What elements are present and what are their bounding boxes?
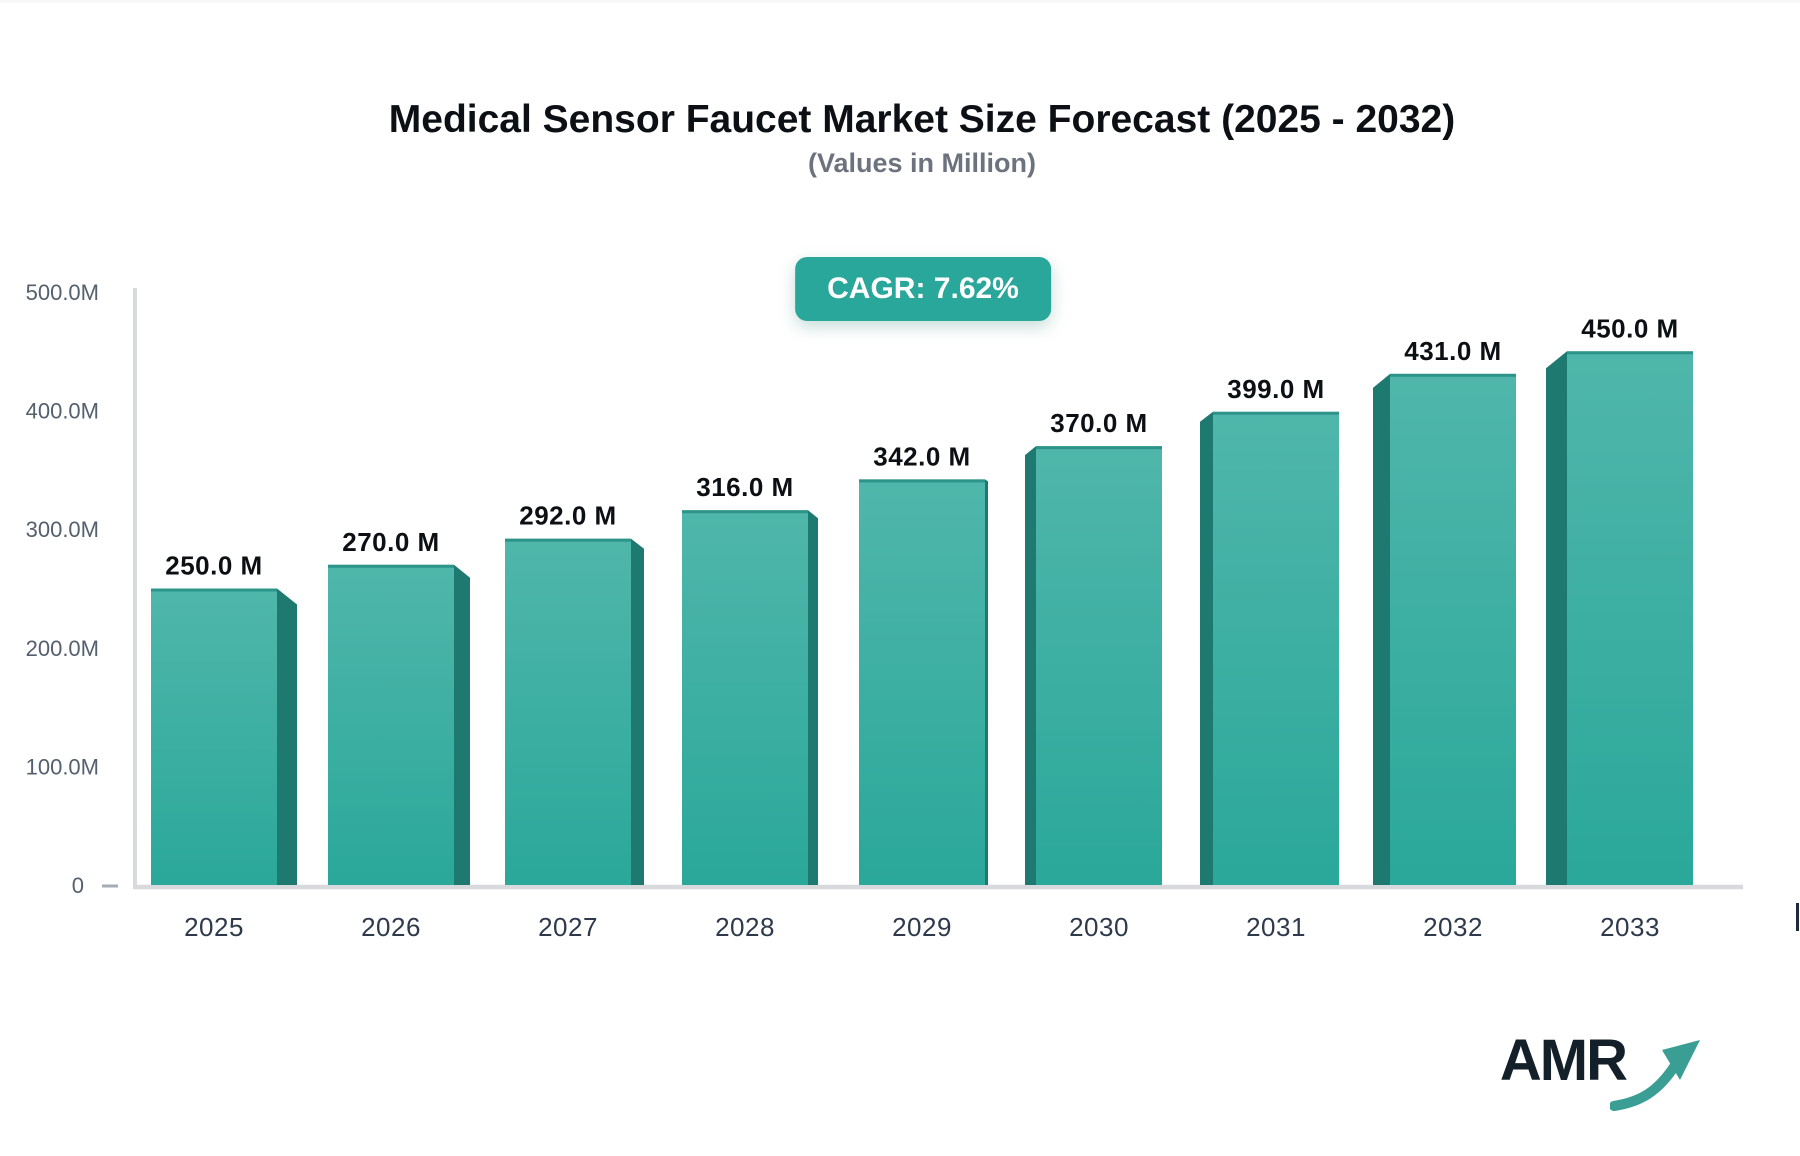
bar-group-2027: 292.0 M 2027 (505, 501, 644, 942)
bar-front-face (505, 538, 631, 885)
y-axis-label: 400.0M (26, 399, 99, 424)
bar-group-2031: 399.0 M 2031 (1200, 374, 1339, 942)
amr-logo: AMR (1500, 1032, 1702, 1114)
bar-top-edge (682, 510, 808, 514)
bar-top-edge (505, 538, 631, 542)
bar-value-label: 450.0 M (1581, 313, 1678, 343)
x-axis-label: 2028 (715, 912, 775, 942)
bar-group-2029: 342.0 M 2029 (859, 441, 988, 942)
bar-group-2032: 431.0 M 2032 (1373, 336, 1516, 942)
x-axis-label: 2025 (184, 912, 244, 942)
screen-edge-artifact (1796, 903, 1799, 931)
bar-side-face (985, 479, 988, 885)
bar-side-face (808, 510, 818, 885)
bar-group-2025: 250.0 M 2025 (151, 551, 297, 942)
bar-side-face (1546, 351, 1567, 885)
page-top-strip (0, 0, 1800, 3)
bar-front-face (1036, 446, 1162, 885)
cagr-badge: CAGR: 7.62% (795, 257, 1051, 321)
bar-front-face (328, 564, 454, 885)
bar-group-2030: 370.0 M 2030 (1025, 408, 1162, 942)
amr-logo-text: AMR (1499, 1028, 1628, 1093)
x-axis-label: 2033 (1600, 912, 1660, 942)
bar-front-face (859, 479, 985, 885)
bar-front-face (151, 588, 277, 885)
y-axis-label: 100.0M (26, 754, 99, 779)
bar-top-edge (1567, 351, 1693, 355)
bar-value-label: 292.0 M (519, 501, 616, 531)
bar-top-edge (1036, 446, 1162, 450)
bar-side-face (631, 538, 644, 885)
bar-side-face (1200, 411, 1213, 885)
bar-group-2028: 316.0 M 2028 (682, 472, 818, 942)
bar-front-face (1213, 411, 1339, 885)
y-axis-label: 0 (72, 873, 84, 898)
x-axis-label: 2026 (361, 912, 421, 942)
bar-side-face (1373, 373, 1390, 885)
bar-top-edge (1213, 411, 1339, 415)
x-axis-label: 2029 (892, 912, 952, 942)
bar-front-face (682, 510, 808, 885)
bar-value-label: 431.0 M (1404, 336, 1501, 366)
growth-arrow-icon (1610, 1040, 1700, 1111)
bar-side-face (1025, 446, 1036, 885)
chart-subtitle: (Values in Million) (807, 148, 1037, 178)
bar-top-edge (859, 479, 985, 483)
y-axis-label: 200.0M (26, 636, 99, 661)
bar-top-edge (1390, 373, 1516, 377)
bar-top-edge (328, 564, 454, 568)
bar-value-label: 270.0 M (342, 527, 439, 557)
bar-top-edge (151, 588, 277, 592)
bar-front-face (1567, 351, 1693, 885)
bar-value-label: 399.0 M (1227, 374, 1324, 404)
x-axis-label: 2030 (1069, 912, 1129, 942)
bar-value-label: 316.0 M (696, 472, 793, 502)
x-axis-label: 2032 (1423, 912, 1483, 942)
x-axis-label: 2027 (538, 912, 598, 942)
bar-value-label: 342.0 M (873, 441, 970, 471)
chart-title: Medical Sensor Faucet Market Size Foreca… (388, 98, 1456, 141)
y-axis-label: 500.0M (26, 280, 99, 305)
bar-side-face (277, 588, 297, 885)
bar-front-face (1390, 373, 1516, 885)
x-axis-label: 2031 (1246, 912, 1306, 942)
bar-value-label: 250.0 M (165, 551, 262, 581)
y-axis-label: 300.0M (26, 517, 99, 542)
bar-side-face (454, 564, 470, 885)
bar-value-label: 370.0 M (1050, 408, 1147, 438)
bar-group-2033: 450.0 M 2033 (1546, 313, 1693, 942)
bar-group-2026: 270.0 M 2026 (328, 527, 470, 942)
